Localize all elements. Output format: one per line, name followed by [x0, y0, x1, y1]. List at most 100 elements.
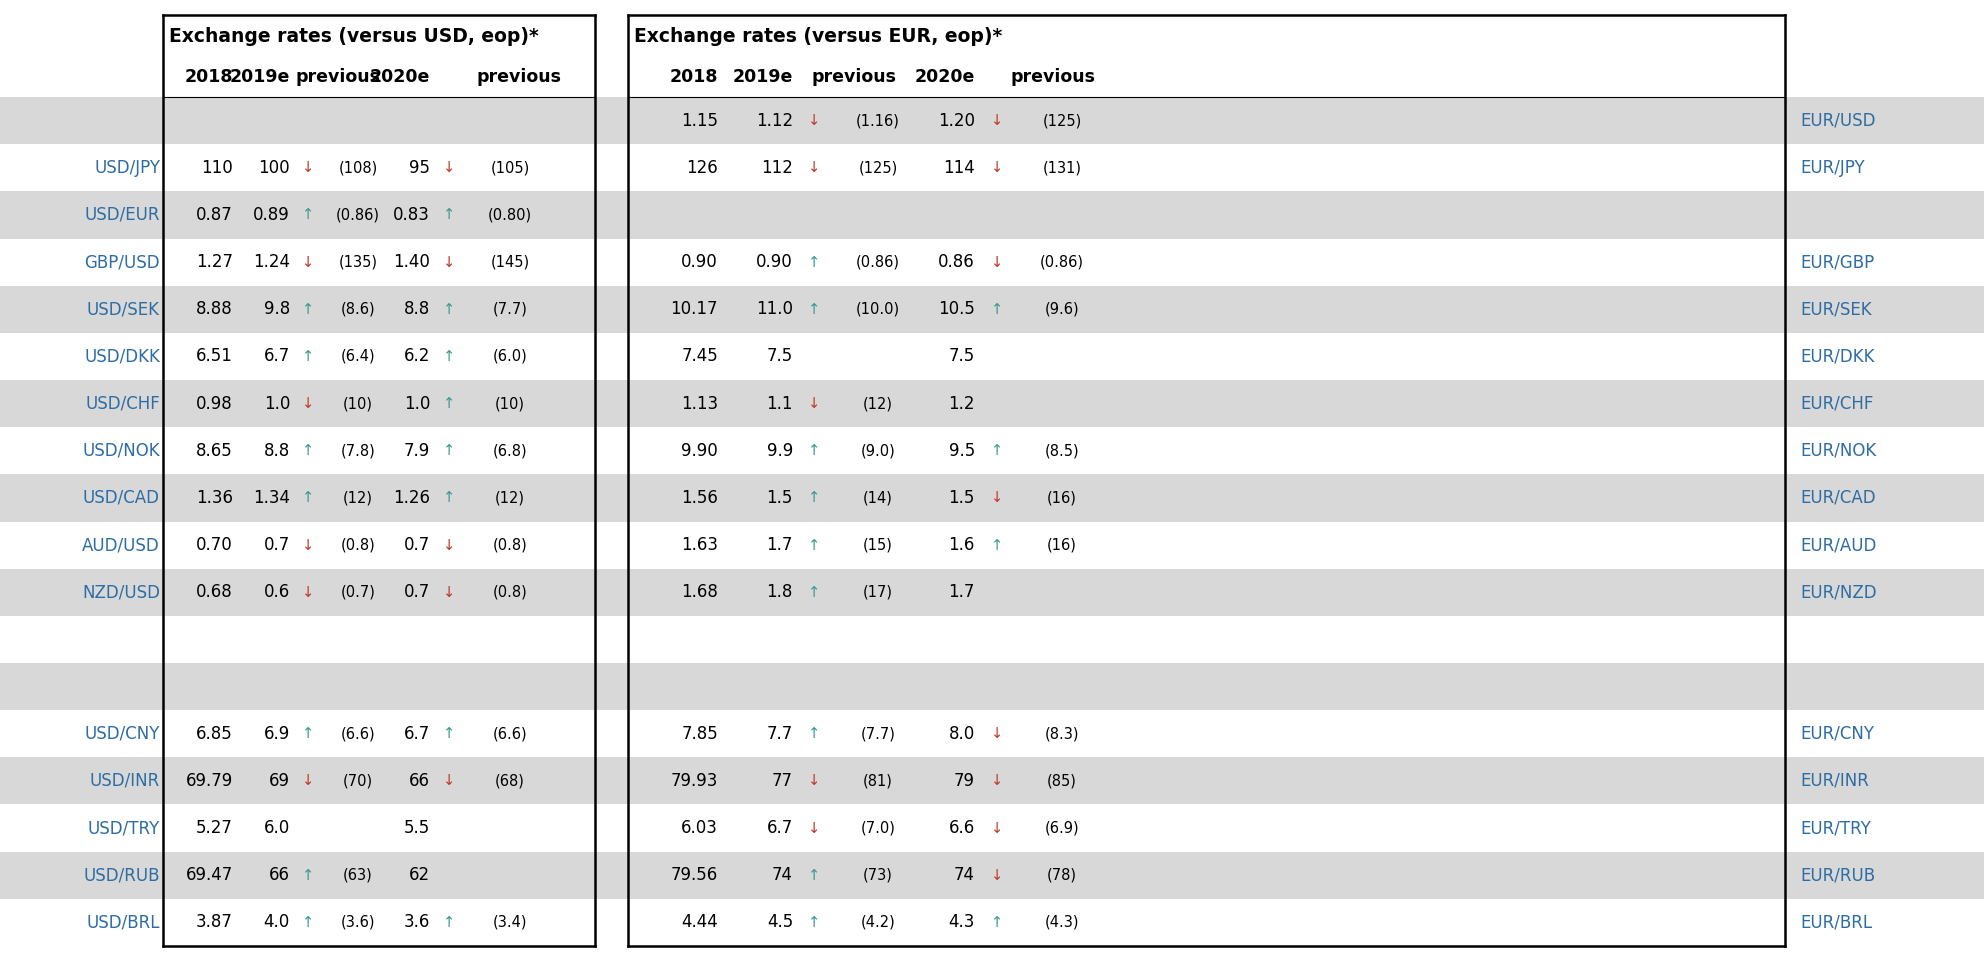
- Bar: [0, 616, 1984, 663]
- Text: ↑: ↑: [990, 443, 1004, 458]
- Text: (105): (105): [490, 160, 530, 175]
- Text: (81): (81): [863, 774, 893, 788]
- Bar: [0, 710, 1984, 757]
- Text: (0.8): (0.8): [492, 537, 528, 553]
- Text: 9.9: 9.9: [766, 442, 794, 459]
- Text: (7.7): (7.7): [492, 302, 528, 317]
- Text: ↓: ↓: [807, 113, 819, 128]
- Text: (108): (108): [339, 160, 377, 175]
- Text: 7.85: 7.85: [681, 725, 718, 743]
- Text: 79.93: 79.93: [671, 772, 718, 790]
- Text: ↑: ↑: [442, 396, 454, 411]
- Text: 8.88: 8.88: [196, 300, 232, 318]
- Text: ↑: ↑: [442, 302, 454, 317]
- Bar: [0, 238, 1984, 285]
- Text: 66: 66: [270, 866, 290, 884]
- Text: (8.3): (8.3): [1046, 727, 1079, 741]
- Text: (4.2): (4.2): [861, 915, 895, 930]
- Text: ↑: ↑: [302, 443, 313, 458]
- Text: (12): (12): [863, 396, 893, 411]
- Text: ↓: ↓: [990, 255, 1004, 270]
- Text: ↓: ↓: [990, 113, 1004, 128]
- Text: 2018: 2018: [669, 68, 718, 86]
- Text: USD/JPY: USD/JPY: [93, 159, 161, 177]
- Bar: [0, 428, 1984, 475]
- Text: ↑: ↑: [990, 537, 1004, 553]
- Text: 1.5: 1.5: [948, 489, 974, 506]
- Text: 69.47: 69.47: [186, 866, 232, 884]
- Text: (8.5): (8.5): [1046, 443, 1079, 458]
- Text: 7.45: 7.45: [681, 348, 718, 365]
- Text: (85): (85): [1048, 774, 1077, 788]
- Text: (6.0): (6.0): [492, 349, 528, 364]
- Text: (14): (14): [863, 490, 893, 505]
- Text: ↑: ↑: [442, 727, 454, 741]
- Bar: [0, 899, 1984, 946]
- Text: (0.8): (0.8): [341, 537, 375, 553]
- Text: USD/CHF: USD/CHF: [85, 395, 161, 412]
- Text: (7.8): (7.8): [341, 443, 375, 458]
- Text: 1.0: 1.0: [403, 395, 431, 412]
- Text: 1.40: 1.40: [393, 253, 431, 271]
- Text: 1.7: 1.7: [766, 536, 794, 554]
- Text: (6.6): (6.6): [341, 727, 375, 741]
- Text: 0.90: 0.90: [681, 253, 718, 271]
- Text: (17): (17): [863, 584, 893, 600]
- Bar: [0, 851, 1984, 899]
- Text: EUR/CNY: EUR/CNY: [1799, 725, 1875, 743]
- Text: USD/SEK: USD/SEK: [87, 300, 161, 318]
- Text: (125): (125): [1042, 113, 1081, 128]
- Text: Exchange rates (versus USD, eop)*: Exchange rates (versus USD, eop)*: [169, 27, 540, 45]
- Text: 9.8: 9.8: [264, 300, 290, 318]
- Text: (63): (63): [343, 868, 373, 883]
- Text: ↓: ↓: [807, 396, 819, 411]
- Text: ↑: ↑: [807, 915, 819, 930]
- Text: 1.56: 1.56: [681, 489, 718, 506]
- Text: (8.6): (8.6): [341, 302, 375, 317]
- Text: ↓: ↓: [990, 868, 1004, 883]
- Text: 5.5: 5.5: [405, 819, 431, 837]
- Text: ↑: ↑: [442, 915, 454, 930]
- Text: 1.20: 1.20: [938, 111, 974, 130]
- Text: (3.4): (3.4): [492, 915, 528, 930]
- Text: ↓: ↓: [807, 160, 819, 175]
- Text: EUR/NOK: EUR/NOK: [1799, 442, 1877, 459]
- Text: 1.1: 1.1: [766, 395, 794, 412]
- Text: ↑: ↑: [807, 443, 819, 458]
- Text: ↑: ↑: [302, 302, 313, 317]
- Text: 4.44: 4.44: [681, 913, 718, 931]
- Text: 0.89: 0.89: [254, 206, 290, 224]
- Text: 2019e: 2019e: [230, 68, 290, 86]
- Text: (6.4): (6.4): [341, 349, 375, 364]
- Text: (10.0): (10.0): [855, 302, 901, 317]
- Text: 2018: 2018: [185, 68, 232, 86]
- Text: 1.34: 1.34: [254, 489, 290, 506]
- Text: ↓: ↓: [990, 490, 1004, 505]
- Text: 0.7: 0.7: [405, 536, 431, 554]
- Text: 62: 62: [409, 866, 431, 884]
- Text: (16): (16): [1048, 537, 1077, 553]
- Text: EUR/INR: EUR/INR: [1799, 772, 1869, 790]
- Bar: [0, 285, 1984, 333]
- Bar: [0, 144, 1984, 191]
- Text: ↓: ↓: [302, 396, 313, 411]
- Text: 69.79: 69.79: [186, 772, 232, 790]
- Text: ↓: ↓: [302, 537, 313, 553]
- Text: 126: 126: [686, 159, 718, 177]
- Text: EUR/CAD: EUR/CAD: [1799, 489, 1875, 506]
- Text: EUR/DKK: EUR/DKK: [1799, 348, 1875, 365]
- Text: EUR/JPY: EUR/JPY: [1799, 159, 1865, 177]
- Text: 112: 112: [762, 159, 794, 177]
- Text: 6.2: 6.2: [403, 348, 431, 365]
- Text: AUD/USD: AUD/USD: [81, 536, 161, 554]
- Text: 1.24: 1.24: [254, 253, 290, 271]
- Text: ↑: ↑: [807, 727, 819, 741]
- Text: USD/EUR: USD/EUR: [85, 206, 161, 224]
- Text: (131): (131): [1042, 160, 1081, 175]
- Text: EUR/RUB: EUR/RUB: [1799, 866, 1875, 884]
- Text: ↑: ↑: [302, 490, 313, 505]
- Text: (9.6): (9.6): [1046, 302, 1079, 317]
- Text: EUR/BRL: EUR/BRL: [1799, 913, 1873, 931]
- Text: previous: previous: [476, 68, 561, 86]
- Text: USD/CAD: USD/CAD: [83, 489, 161, 506]
